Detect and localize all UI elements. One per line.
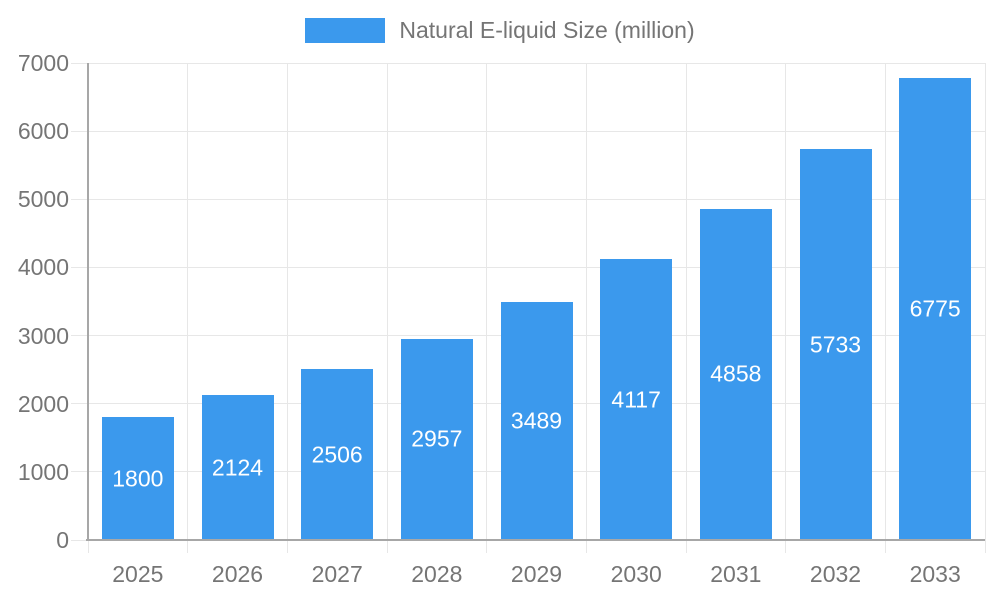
x-gridline (884, 63, 886, 553)
x-gridline (785, 63, 787, 553)
y-gridline (71, 130, 985, 132)
bar-value-label: 4858 (710, 361, 762, 388)
x-gridline (486, 63, 488, 553)
x-gridline (984, 63, 986, 553)
y-gridline (71, 62, 985, 64)
y-axis-tick-label: 1000 (17, 458, 69, 485)
x-axis-tick-label: 2026 (211, 561, 264, 587)
x-axis-tick-label: 2029 (510, 561, 563, 587)
bar-value-label: 6775 (909, 295, 961, 322)
legend-swatch[interactable] (305, 18, 386, 43)
x-axis-tick-label: 2027 (311, 561, 363, 587)
x-axis-tick-label: 2032 (809, 561, 862, 587)
plot-area: 0 1000 2000 3000 4000 5000 6000 7000 1800 2124 250… (18, 51, 986, 587)
y-axis-tick-label: 3000 (17, 322, 69, 349)
y-axis-tick-label: 6000 (17, 118, 69, 145)
x-axis-tick-label: 2031 (710, 561, 762, 587)
y-gridline (71, 266, 985, 268)
bar[interactable]: 4117 (600, 259, 673, 540)
x-gridline (585, 63, 587, 553)
x-axis-tick-label: 2025 (112, 561, 164, 587)
x-gridline (685, 63, 687, 553)
bar[interactable]: 3489 (500, 302, 573, 540)
legend-label[interactable]: Natural E-liquid Size (million) (399, 17, 695, 43)
bar-value-label: 5733 (809, 331, 862, 358)
y-gridline (71, 198, 985, 200)
bar-value-label: 2124 (211, 454, 264, 481)
bar[interactable]: 2957 (400, 338, 473, 540)
bar[interactable]: 2506 (301, 369, 374, 540)
bar-value-label: 2957 (411, 425, 463, 452)
y-axis-tick-label: 2000 (17, 390, 69, 417)
y-axis-tick-label: 5000 (17, 186, 69, 213)
x-axis-tick-label: 2030 (610, 561, 662, 587)
y-axis-tick-label: 4000 (17, 254, 69, 281)
bar-value-label: 3489 (510, 407, 563, 434)
bar[interactable]: 2124 (201, 395, 274, 540)
x-gridline (187, 63, 189, 553)
chart-legend[interactable]: Natural E-liquid Size (million) (0, 17, 1000, 44)
x-gridline (386, 63, 388, 553)
x-axis-tick-label: 2033 (909, 561, 961, 587)
bar-value-label: 4117 (611, 386, 661, 413)
bar-value-label: 2506 (311, 441, 363, 468)
y-axis-line (87, 63, 89, 540)
y-tick (71, 539, 88, 541)
x-axis-tick-label: 2028 (411, 561, 463, 587)
bar[interactable]: 1800 (101, 417, 174, 540)
y-axis-tick-label: 0 (56, 527, 69, 553)
bar-value-label: 1800 (112, 465, 164, 492)
y-axis-tick-label: 7000 (17, 50, 69, 76)
x-gridline (286, 63, 288, 553)
bar[interactable]: 5733 (799, 149, 872, 540)
bar[interactable]: 6775 (899, 78, 972, 540)
x-axis-line (86, 539, 985, 541)
bar[interactable]: 4858 (699, 208, 772, 540)
